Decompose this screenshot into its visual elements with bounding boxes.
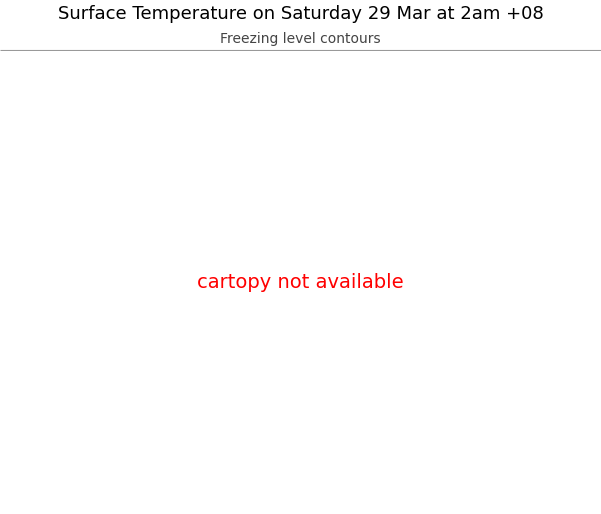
Text: Freezing level contours: Freezing level contours [220,31,381,46]
Text: cartopy not available: cartopy not available [197,273,404,292]
Text: Surface Temperature on Saturday 29 Mar at 2am +08: Surface Temperature on Saturday 29 Mar a… [58,5,543,24]
